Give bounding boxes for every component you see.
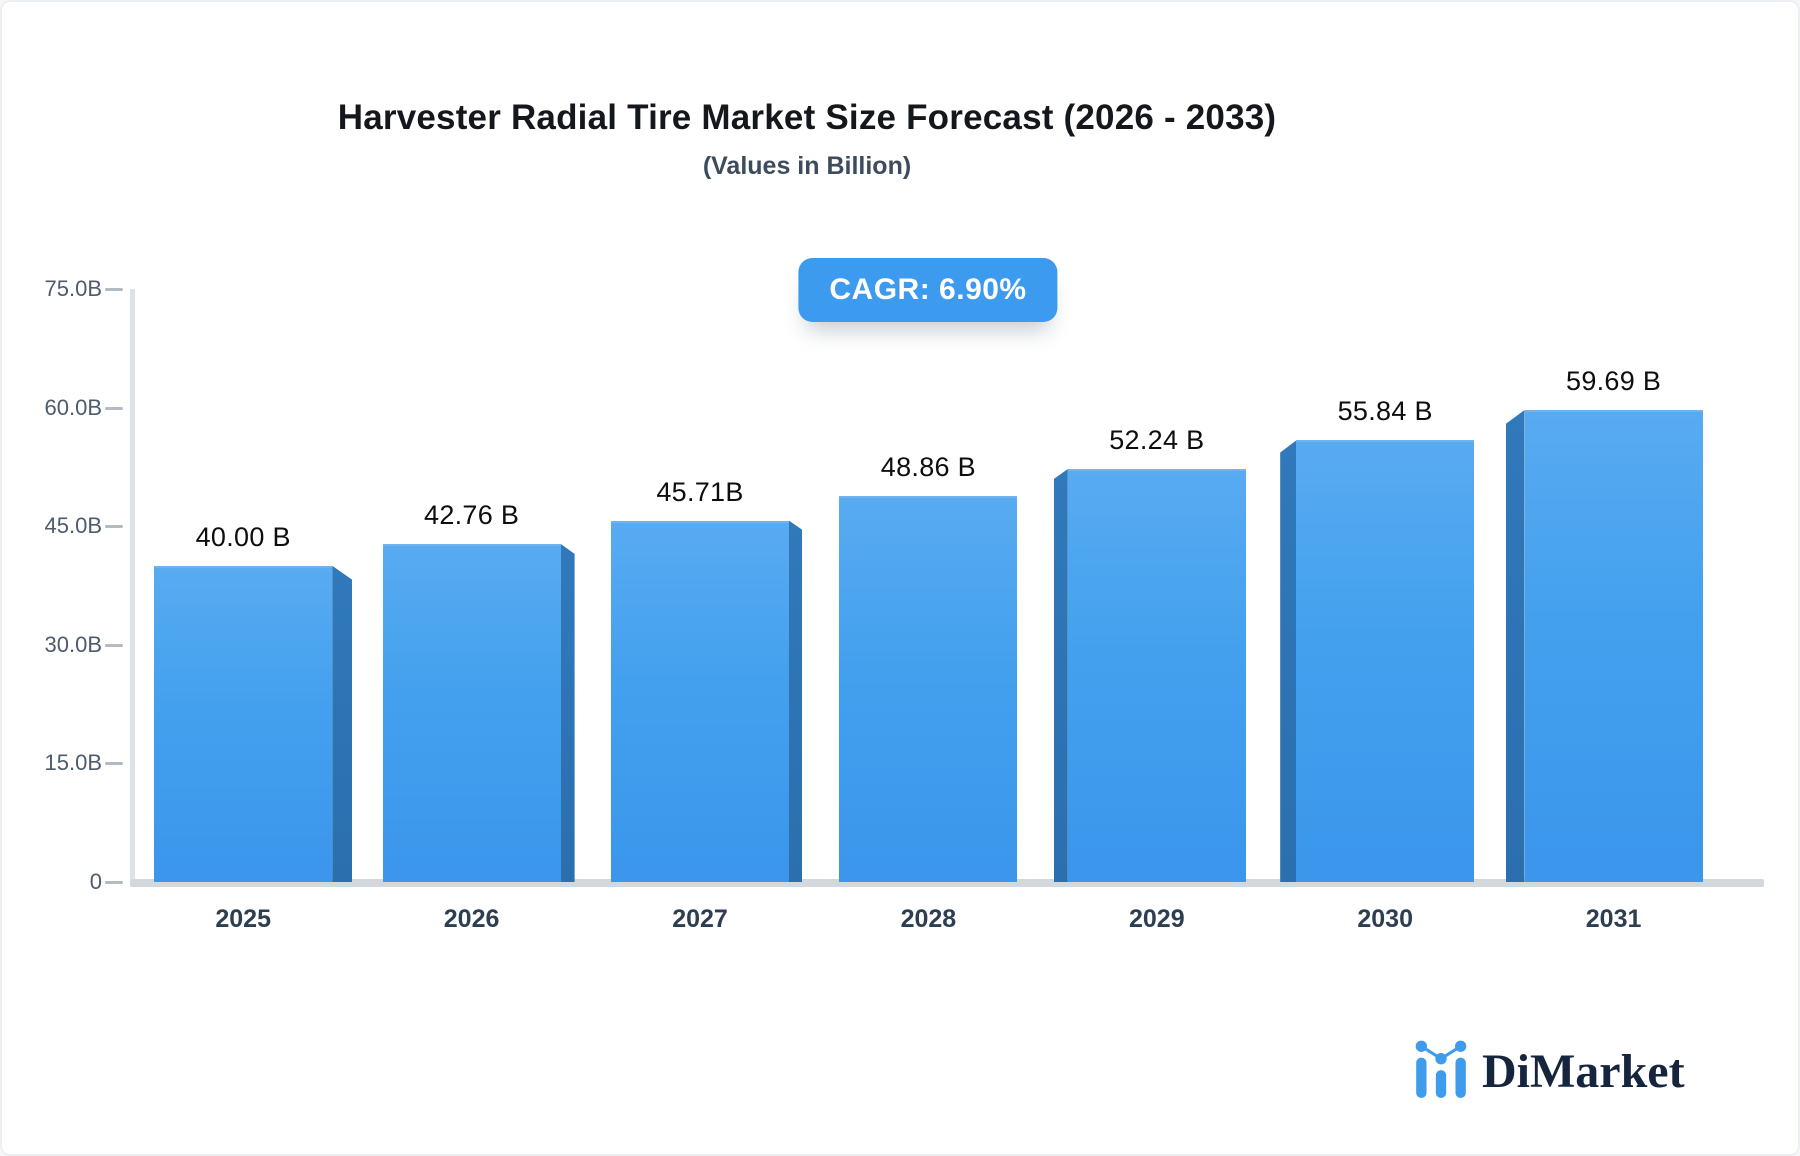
y-axis-tick-label: 0 <box>89 869 102 894</box>
bar-3d-side-2025 <box>332 565 353 882</box>
bar-value-label-2029: 52.24 B <box>1109 424 1205 455</box>
chart-subtitle: (Values in Billion) <box>702 152 912 180</box>
x-axis-baseline <box>130 879 1764 887</box>
bar-2030 <box>1296 440 1475 882</box>
x-axis-label-2030: 2030 <box>1357 905 1413 933</box>
y-axis-tick-mark <box>105 525 123 529</box>
bar-value-label-2028: 48.86 B <box>880 451 976 482</box>
bar-3d-side-2030 <box>1280 440 1297 882</box>
bar-2029 <box>1067 468 1246 882</box>
bar-3d-side-2027 <box>789 520 802 882</box>
bar-value-label-2025: 40.00 B <box>195 521 291 552</box>
y-axis-tick-label: 30.0B <box>44 631 103 657</box>
y-axis-tick-label: 45.0B <box>44 513 103 539</box>
chart-header: Harvester Radial Tire Market Size Foreca… <box>2 2 1612 181</box>
x-axis-label-2029: 2029 <box>1128 905 1185 933</box>
brand-name: DiMarket <box>1482 1045 1685 1098</box>
bar-value-label-2027: 45.71B <box>656 476 744 507</box>
bar-3d-side-2029 <box>1053 468 1068 882</box>
x-axis-label-2027: 2027 <box>672 905 728 933</box>
y-axis-tick-label: 15.0B <box>44 750 103 776</box>
bar-2026 <box>382 543 561 882</box>
y-axis-tick-mark <box>105 288 123 291</box>
bar-value-label-2030: 55.84 B <box>1337 396 1433 427</box>
chart-title: Harvester Radial Tire Market Size Foreca… <box>337 98 1277 137</box>
brand-logo: DiMarket <box>1414 1038 1685 1098</box>
y-axis-tick-mark <box>105 762 123 766</box>
bar-2025 <box>154 565 333 882</box>
bar-2031 <box>1524 410 1703 882</box>
y-axis-tick-label: 75.0B <box>44 276 103 301</box>
mini-bar-chart-icon <box>1415 1040 1467 1098</box>
y-axis-tick-label: 60.0B <box>44 394 103 420</box>
x-axis-label-2026: 2026 <box>443 905 500 933</box>
bar-3d-side-2031 <box>1505 410 1525 882</box>
bar-value-label-2026: 42.76 B <box>424 499 520 530</box>
bar-3d-side-2026 <box>560 543 575 882</box>
y-axis-line <box>130 289 135 883</box>
y-axis-tick-mark <box>105 643 123 647</box>
cagr-badge: CAGR: 6.90% <box>798 258 1058 322</box>
y-axis-tick-mark <box>105 406 123 410</box>
x-axis-label-2031: 2031 <box>1585 905 1642 933</box>
bar-2028 <box>839 495 1018 882</box>
bar-value-label-2031: 59.69 B <box>1566 366 1662 397</box>
x-axis-label-2025: 2025 <box>215 905 271 933</box>
y-axis-tick-mark <box>105 881 123 884</box>
x-axis-label-2028: 2028 <box>900 905 957 933</box>
bar-2027 <box>611 520 789 882</box>
